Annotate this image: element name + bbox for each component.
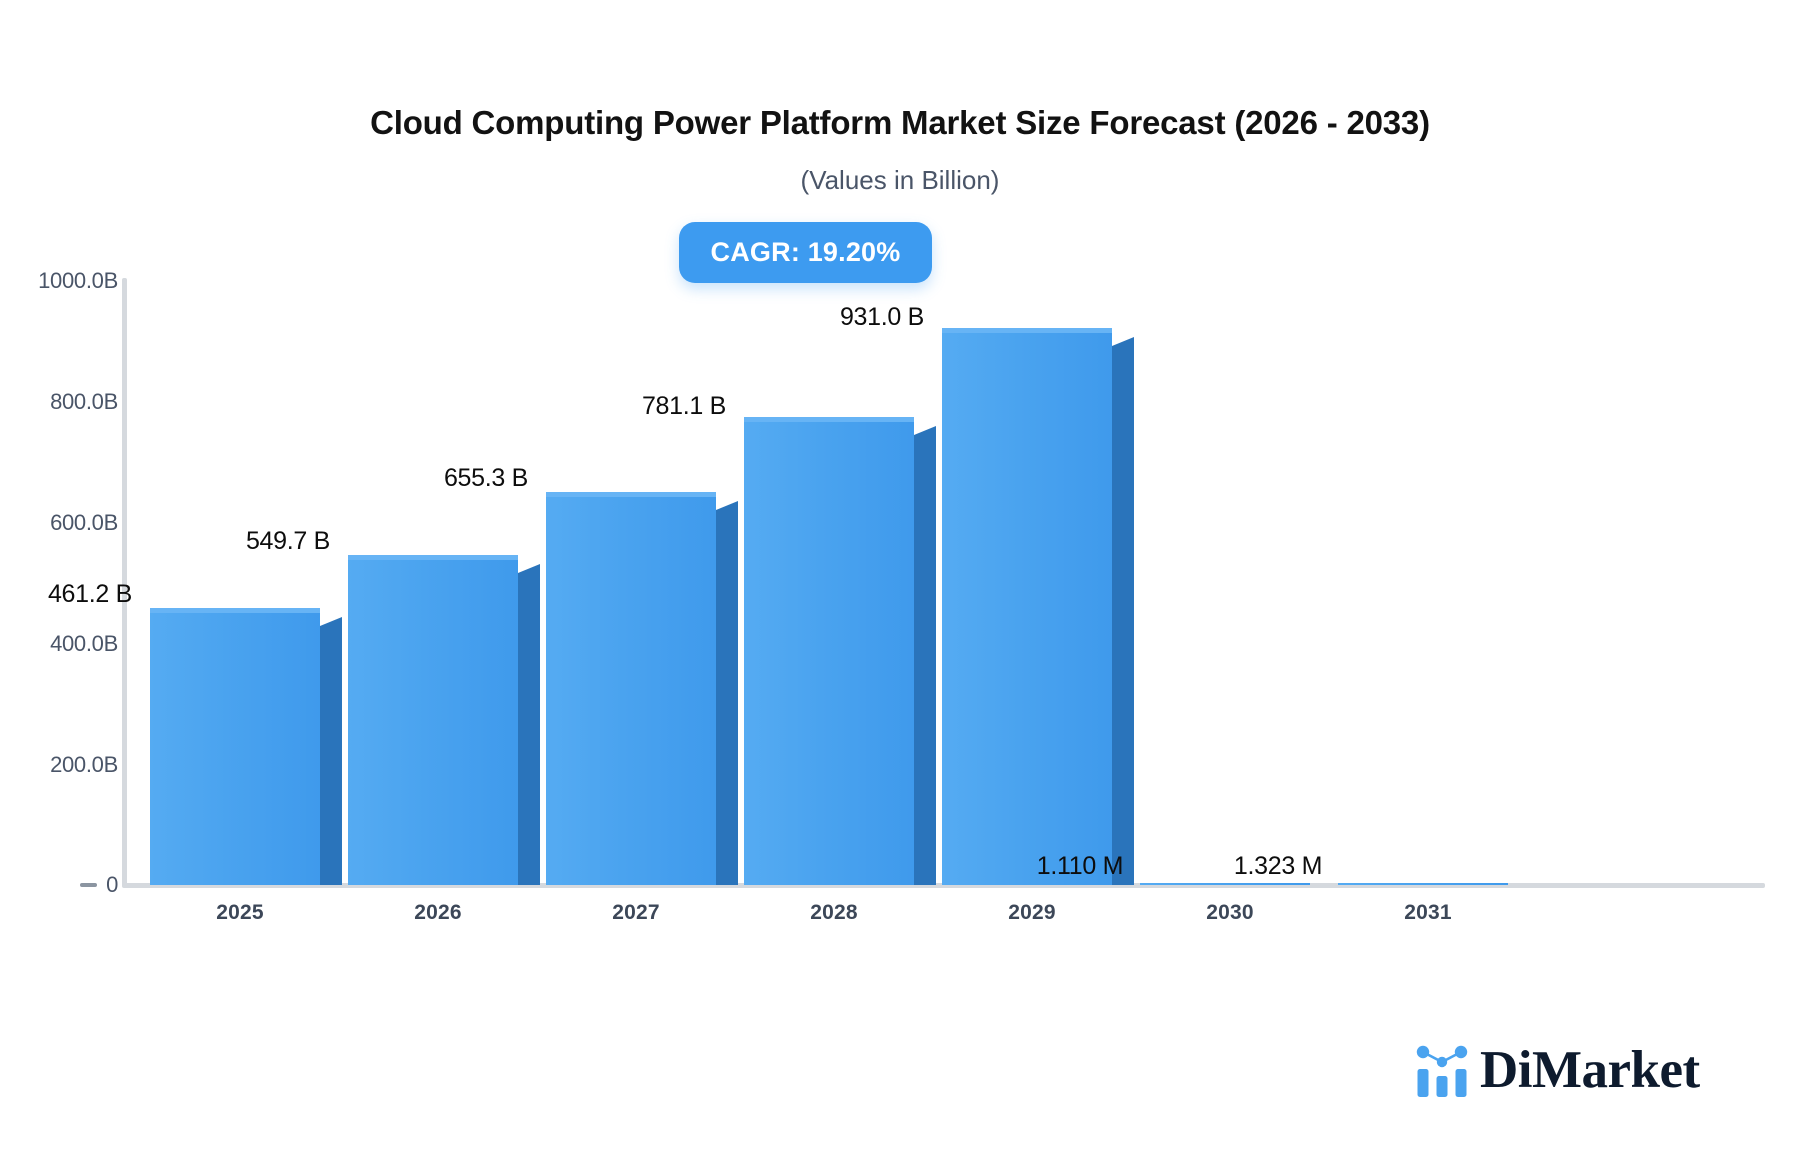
y-tick-label-0: 0	[106, 872, 118, 897]
bar-2030[interactable]	[1140, 883, 1310, 885]
y-tick-label-600: 600.0B	[50, 510, 118, 535]
bar-2027[interactable]	[546, 492, 738, 885]
y-tick-label-1000: 1000.0B	[38, 268, 118, 293]
bar-value-2026: 549.7 B	[245, 527, 331, 555]
bar-2027-face	[546, 492, 716, 885]
bar-2031-face	[1338, 883, 1508, 885]
x-tick-label-2030: 2030	[1206, 901, 1254, 924]
bar-2029-top	[942, 328, 1112, 333]
brand-logo: DiMarket	[1416, 1042, 1700, 1098]
page-title: Cloud Computing Power Platform Market Si…	[370, 104, 1430, 141]
bar-2028-face	[744, 417, 914, 885]
bar-2025[interactable]	[150, 608, 342, 885]
bar-2026-top	[348, 555, 518, 560]
cagr-badge[interactable]: CAGR: 19.20%	[679, 222, 932, 283]
y-tick-label-200: 200.0B	[50, 752, 118, 777]
logo-text: DiMarket	[1480, 1040, 1700, 1099]
bar-2030-face	[1140, 883, 1310, 885]
bar-2028-top	[744, 417, 914, 422]
bar-2028[interactable]	[744, 417, 936, 885]
bar-2026-face	[348, 555, 518, 885]
bar-2029[interactable]	[942, 328, 1134, 885]
x-tick-label-2026: 2026	[414, 901, 462, 924]
bar-chart-logo-icon	[1416, 1045, 1468, 1097]
y-axis-zero-tick	[80, 883, 97, 887]
bar-2028-side	[914, 426, 936, 885]
bar-2025-face	[150, 608, 320, 885]
chart-subtitle: (Values in Billion)	[800, 165, 1000, 195]
x-tick-label-2031: 2031	[1404, 901, 1452, 924]
bar-2029-side	[1112, 337, 1134, 885]
bar-2027-side	[716, 501, 738, 885]
bar-value-2029: 931.0 B	[839, 303, 925, 331]
bar-2029-face	[942, 328, 1112, 885]
y-axis-line	[122, 278, 127, 886]
bar-value-2031: 1.323 M	[1233, 852, 1323, 880]
bar-value-2028: 781.1 B	[641, 392, 727, 420]
bar-2031[interactable]	[1338, 883, 1508, 885]
y-tick-label-400: 400.0B	[50, 631, 118, 656]
x-tick-label-2027: 2027	[612, 901, 660, 924]
bar-2026[interactable]	[348, 555, 540, 885]
x-axis-line	[122, 883, 1765, 888]
bar-value-2025: 461.2 B	[47, 580, 133, 608]
bar-2025-side	[320, 617, 342, 885]
bar-2025-top	[150, 608, 320, 613]
x-tick-label-2029: 2029	[1008, 901, 1056, 924]
bar-2026-side	[518, 564, 540, 885]
x-tick-label-2025: 2025	[216, 901, 264, 924]
bar-value-2030: 1.110 M	[1036, 852, 1124, 880]
x-tick-label-2028: 2028	[810, 901, 858, 924]
bar-value-2027: 655.3 B	[443, 464, 529, 492]
bar-2027-top	[546, 492, 716, 497]
y-tick-label-800: 800.0B	[50, 389, 118, 414]
